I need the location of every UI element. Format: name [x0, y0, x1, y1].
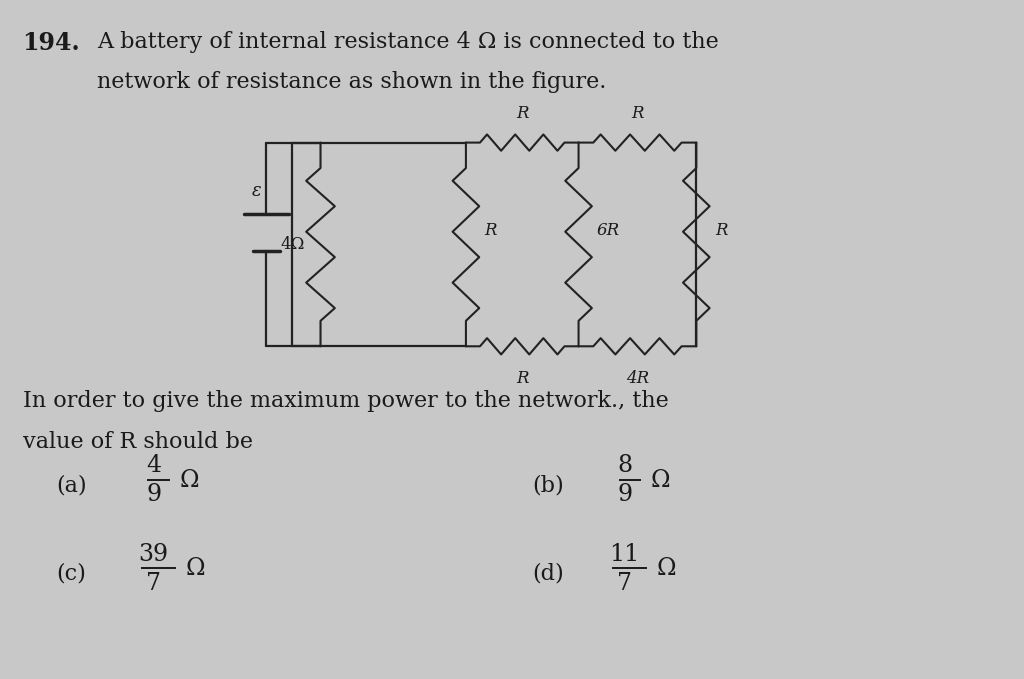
- Text: 6R: 6R: [597, 222, 621, 240]
- Text: 8: 8: [617, 454, 632, 477]
- Text: 7: 7: [617, 572, 632, 595]
- Text: 4R: 4R: [626, 370, 649, 387]
- Text: R: R: [484, 222, 497, 240]
- Text: ε: ε: [252, 182, 261, 200]
- Text: 9: 9: [146, 483, 161, 507]
- Text: In order to give the maximum power to the network., the: In order to give the maximum power to th…: [23, 390, 669, 412]
- Text: Ω: Ω: [185, 557, 205, 580]
- Text: Ω: Ω: [650, 469, 670, 492]
- Text: 4: 4: [146, 454, 161, 477]
- Text: R: R: [715, 222, 727, 240]
- Text: (c): (c): [56, 563, 86, 585]
- Text: A battery of internal resistance 4 Ω is connected to the: A battery of internal resistance 4 Ω is …: [97, 31, 719, 52]
- Text: (d): (d): [532, 563, 564, 585]
- Text: 194.: 194.: [23, 31, 80, 54]
- Text: (b): (b): [532, 475, 564, 496]
- Text: network of resistance as shown in the figure.: network of resistance as shown in the fi…: [97, 71, 606, 93]
- Text: 9: 9: [617, 483, 632, 507]
- Text: 7: 7: [146, 572, 161, 595]
- Text: 4Ω: 4Ω: [281, 236, 305, 253]
- Text: R: R: [516, 370, 528, 387]
- Text: 11: 11: [609, 543, 640, 566]
- Text: 39: 39: [138, 543, 169, 566]
- Text: (a): (a): [56, 475, 87, 496]
- Text: Ω: Ω: [656, 557, 676, 580]
- Text: R: R: [631, 105, 644, 122]
- Text: value of R should be: value of R should be: [23, 431, 253, 453]
- Text: R: R: [516, 105, 528, 122]
- Text: Ω: Ω: [179, 469, 199, 492]
